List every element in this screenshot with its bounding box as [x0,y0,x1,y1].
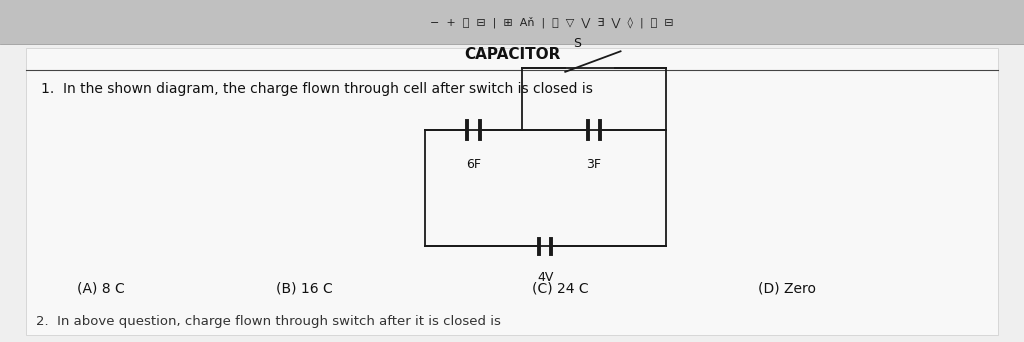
Text: CAPACITOR: CAPACITOR [464,47,560,62]
Text: −  +  ⓠ  ⊟  |  ⊞  Aň  |  Ⓣ  ▽  ⋁  ∃  ⋁  ◊  |  ⓢ  ⊟: − + ⓠ ⊟ | ⊞ Aň | Ⓣ ▽ ⋁ ∃ ⋁ ◊ | ⓢ ⊟ [430,16,674,28]
Text: (D) Zero: (D) Zero [758,282,816,296]
Text: 1.  In the shown diagram, the charge flown through cell after switch is closed i: 1. In the shown diagram, the charge flow… [41,82,593,96]
Text: (C) 24 C: (C) 24 C [532,282,589,296]
FancyBboxPatch shape [26,48,998,335]
Text: (A) 8 C: (A) 8 C [77,282,125,296]
Text: 3F: 3F [587,158,601,171]
FancyBboxPatch shape [0,0,1024,44]
FancyBboxPatch shape [0,44,1024,342]
Text: S: S [573,37,582,50]
Text: 6F: 6F [466,158,481,171]
Text: 2.  In above question, charge flown through switch after it is closed is: 2. In above question, charge flown throu… [36,315,501,328]
Text: (B) 16 C: (B) 16 C [276,282,333,296]
Text: 4V: 4V [538,271,553,284]
